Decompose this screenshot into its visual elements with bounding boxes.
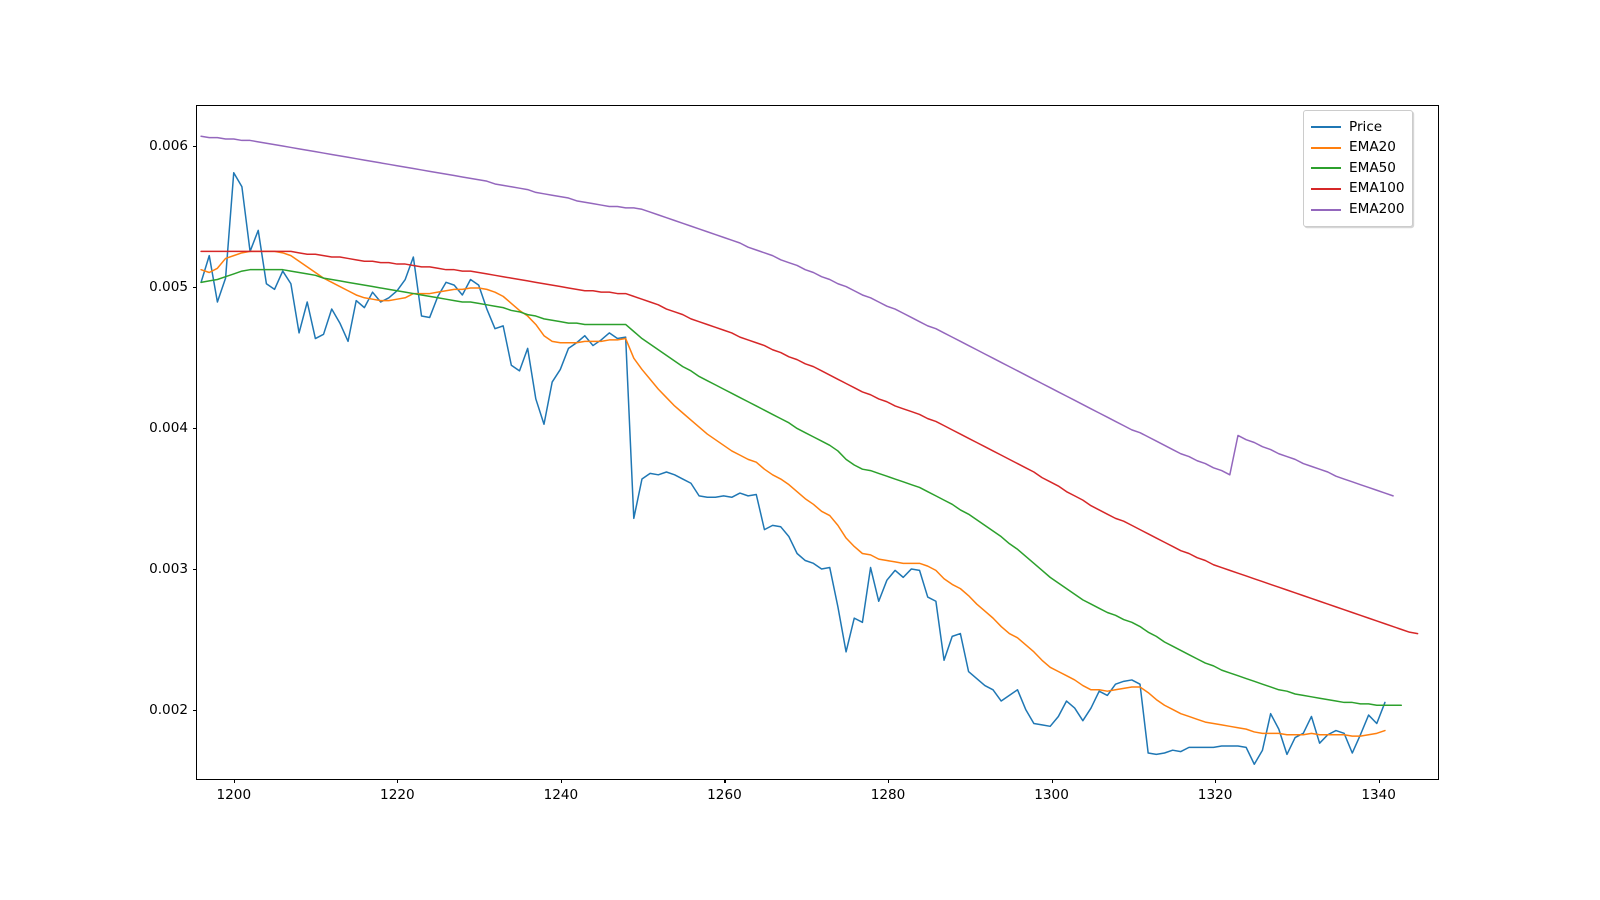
legend-item-ema20[interactable]: EMA20 <box>1311 138 1405 159</box>
x-tick-label: 1280 <box>870 787 906 803</box>
legend-item-ema50[interactable]: EMA50 <box>1311 158 1405 179</box>
y-tick-mark <box>192 709 197 711</box>
x-tick-label: 1260 <box>707 787 742 803</box>
y-tick-label: 0.003 <box>149 560 188 577</box>
x-tick-mark <box>888 779 890 784</box>
x-tick-label: 1340 <box>1361 787 1396 803</box>
legend-label: EMA50 <box>1349 159 1396 176</box>
y-tick-mark <box>192 427 197 430</box>
y-tick-mark <box>192 568 197 570</box>
legend-label: EMA20 <box>1349 139 1396 156</box>
legend-color-swatch <box>1311 208 1341 211</box>
legend-color-swatch <box>1311 146 1341 149</box>
x-tick-mark <box>560 779 562 784</box>
x-tick-label: 1220 <box>380 787 415 803</box>
y-tick-mark <box>192 146 197 148</box>
x-tick-mark <box>1378 779 1380 784</box>
x-tick-label: 1300 <box>1034 787 1069 803</box>
series-line-ema100 <box>201 251 1418 633</box>
legend-label: EMA100 <box>1349 180 1405 197</box>
x-tick-label: 1200 <box>216 787 252 803</box>
series-line-ema50 <box>201 270 1401 706</box>
legend-color-swatch <box>1311 167 1341 170</box>
chart-lines-svg <box>197 106 1438 779</box>
y-tick-label: 0.006 <box>149 138 188 155</box>
legend-item-ema200[interactable]: EMA200 <box>1311 199 1405 220</box>
legend-color-swatch <box>1311 126 1341 129</box>
y-tick-label: 0.002 <box>149 701 188 718</box>
legend-item-ema100[interactable]: EMA100 <box>1311 179 1405 200</box>
legend-label: Price <box>1349 118 1383 135</box>
x-tick-mark <box>233 779 235 784</box>
x-tick-mark <box>1215 779 1217 784</box>
x-tick-label: 1320 <box>1197 787 1233 803</box>
chart-plot-area: 0.002 0.003 0.004 0.005 0.006 1200 1220 1240 12… <box>149 105 1439 803</box>
series-line-price <box>201 173 1385 765</box>
legend-label: EMA200 <box>1349 200 1405 217</box>
x-tick-mark <box>1051 779 1053 784</box>
y-tick-mark <box>192 287 197 289</box>
series-line-ema20 <box>201 251 1385 736</box>
y-tick-label: 0.005 <box>149 279 188 296</box>
x-tick-mark <box>724 779 726 784</box>
legend-color-swatch <box>1311 188 1341 191</box>
legend-item-price[interactable]: Price <box>1311 117 1405 138</box>
series-line-ema200 <box>201 136 1393 496</box>
x-tick-label: 1240 <box>543 787 579 803</box>
chart-legend[interactable]: Price EMA20 EMA50 EMA100 EMA200 <box>1303 110 1413 227</box>
x-tick-mark <box>397 779 399 784</box>
y-tick-label: 0.004 <box>149 419 188 436</box>
